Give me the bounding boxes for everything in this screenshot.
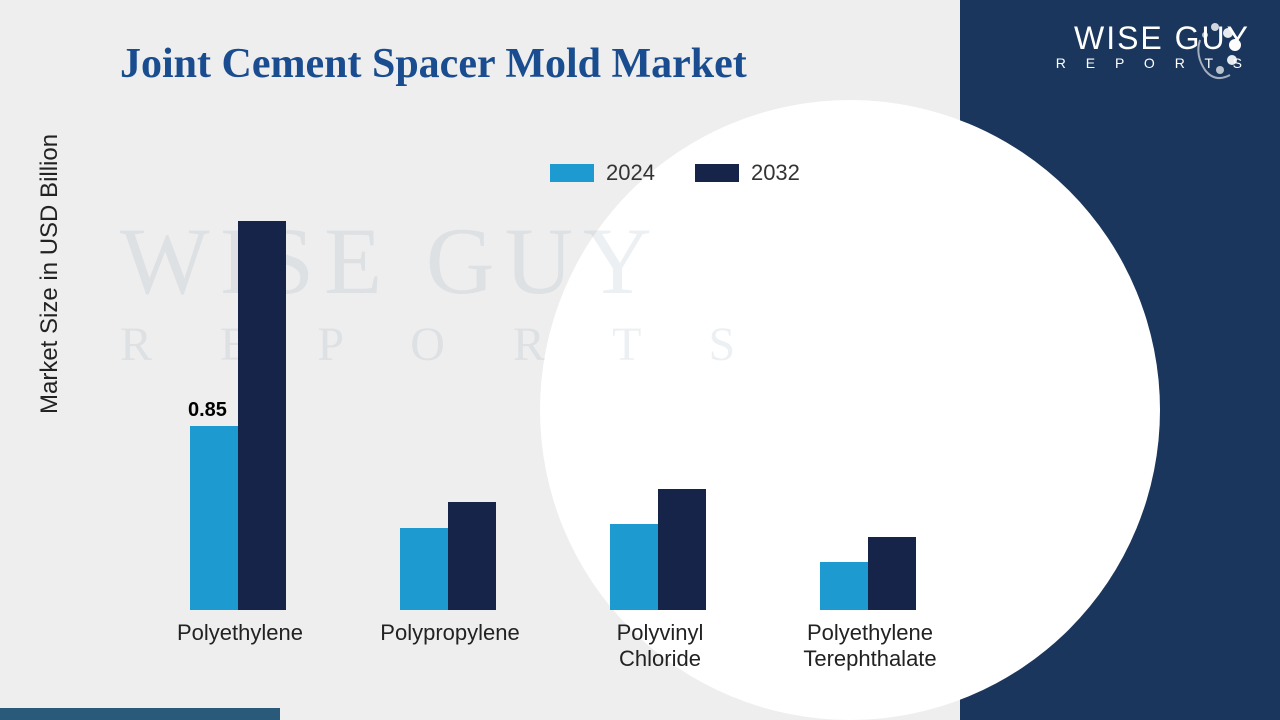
- bar-group: [610, 489, 706, 610]
- bar-value-label: 0.85: [188, 399, 227, 422]
- bar-2032: [868, 537, 916, 611]
- x-axis-label: Polyethylene: [150, 620, 330, 646]
- x-axis-label: Polypropylene: [360, 620, 540, 646]
- bar-group: [820, 537, 916, 611]
- legend: 2024 2032: [550, 160, 800, 186]
- legend-label-2024: 2024: [606, 160, 655, 186]
- legend-swatch-2024: [550, 164, 594, 182]
- legend-label-2032: 2032: [751, 160, 800, 186]
- legend-item-2032: 2032: [695, 160, 800, 186]
- x-axis-label: PolyvinylChloride: [570, 620, 750, 673]
- bar-2024: [190, 426, 238, 610]
- x-axis-label: PolyethyleneTerephthalate: [780, 620, 960, 673]
- logo-main-text: WISE GUY: [1056, 20, 1250, 57]
- legend-swatch-2032: [695, 164, 739, 182]
- brand-logo: WISE GUY R E P O R T S: [1056, 20, 1250, 71]
- bar-2032: [238, 221, 286, 610]
- chart-title: Joint Cement Spacer Mold Market: [120, 40, 747, 88]
- bar-2024: [820, 562, 868, 610]
- logo-sub-text: R E P O R T S: [1056, 55, 1250, 71]
- bar-group: [400, 502, 496, 610]
- legend-item-2024: 2024: [550, 160, 655, 186]
- bar-2032: [658, 489, 706, 610]
- bar-2032: [448, 502, 496, 610]
- plot-region: 0.85PolyethylenePolypropylenePolyvinylCh…: [120, 210, 960, 610]
- chart-area: 2024 2032 Market Size in USD Billion 0.8…: [60, 160, 960, 680]
- bar-2024: [400, 528, 448, 610]
- y-axis-label: Market Size in USD Billion: [36, 134, 64, 414]
- bar-2024: [610, 524, 658, 610]
- bottom-accent-bar: [0, 708, 280, 720]
